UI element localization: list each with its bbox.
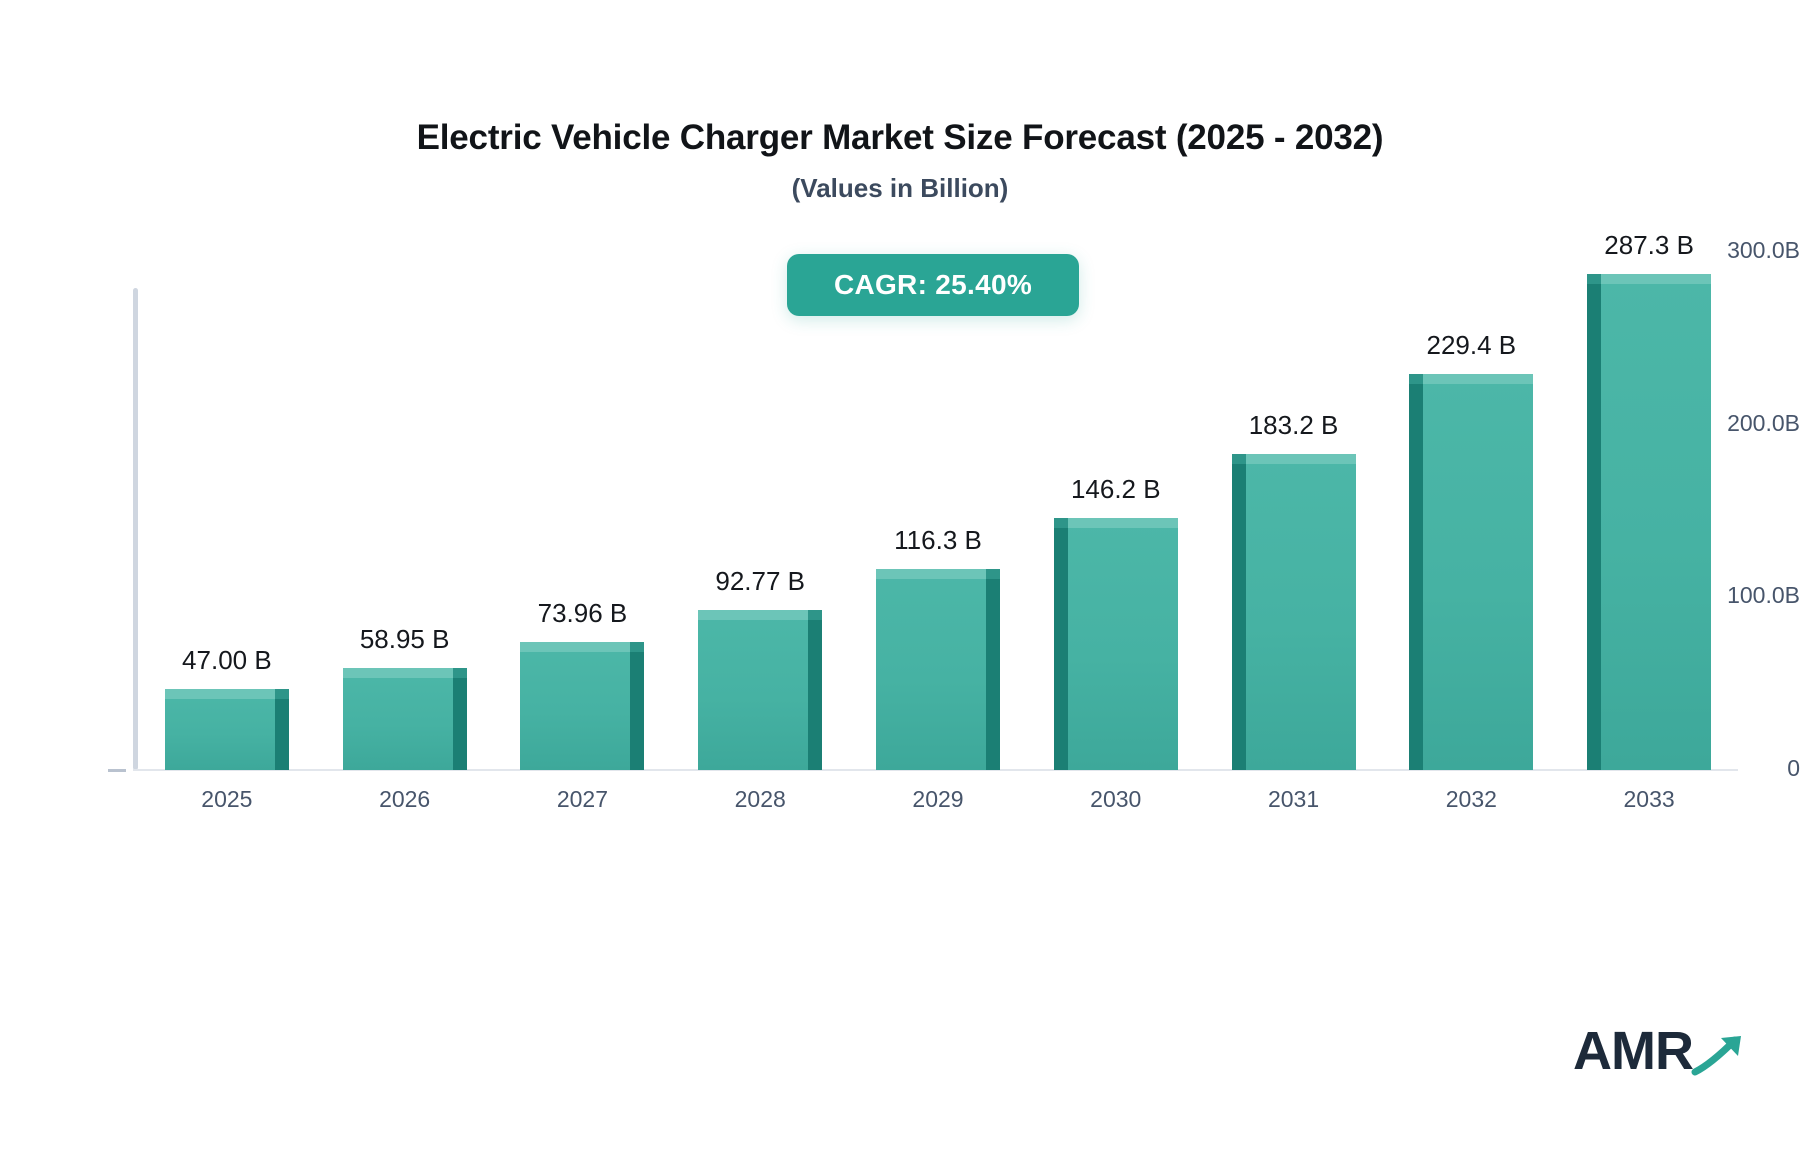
bar-top-bevel [1054,518,1068,528]
bar-top-bevel [1587,274,1601,284]
bar-value-label: 73.96 B [537,598,628,628]
bar-side-face [1587,284,1601,770]
growth-arrow-icon [1691,1036,1741,1076]
y-axis-tick-label: 0 [1787,755,1800,781]
bar-front-face [698,610,808,770]
bar-value-label: 229.4 B [1426,330,1517,360]
x-axis-line [133,769,1738,771]
bar-front-face [1246,454,1356,770]
x-axis-tick-label-2025: 2025 [201,786,253,812]
bar-2028[interactable] [698,610,822,770]
x-axis-tick-label-2031: 2031 [1267,786,1320,812]
x-axis-tick-label-2028: 2028 [734,786,786,812]
amr-logo-text: AMR [1573,1021,1694,1081]
y-axis-line [133,288,138,770]
bar-top-face [1068,518,1178,528]
cagr-badge-label: CAGR: 25.40% [833,269,1033,300]
bar-side-face [1409,384,1423,770]
bar-front-face [876,569,986,770]
bar-value-label: 58.95 B [359,624,450,654]
bar-top-face [1423,374,1533,384]
bar-front-face [520,642,630,770]
bar-top-bevel [1232,454,1246,464]
x-axis-tick-label-2027: 2027 [556,786,609,812]
y-axis-tick-mark [108,769,126,772]
bar-2027[interactable] [520,642,644,770]
bar-top-bevel [808,610,822,620]
bar-front-face [1423,374,1533,770]
bar-top-face [343,668,453,678]
bar-top-face [698,610,808,620]
bar-top-bevel [630,642,644,652]
bar-top-face [1246,454,1356,464]
y-axis-tick-label: 100.0B [1727,582,1800,609]
x-axis-tick-label-2033: 2033 [1623,786,1675,812]
bar-2025[interactable] [165,689,289,770]
x-axis-tick-label-2029: 2029 [912,786,964,812]
bar-2033[interactable] [1587,274,1711,770]
x-axis-tick-label-2032: 2032 [1445,786,1497,812]
bar-side-face [275,699,289,770]
cagr-badge: CAGR: 25.40% [787,254,1079,316]
bar-top-bevel [275,689,289,699]
bar-side-face [630,652,644,770]
bar-value-label: 47.00 B [182,645,272,675]
bar-top-bevel [1409,374,1423,384]
bar-side-face [1054,528,1068,770]
bar-top-bevel [453,668,467,678]
bar-value-label: 287.3 B [1604,230,1694,260]
amr-logo: AMR [1573,1024,1745,1078]
bar-side-face [453,678,467,770]
x-axis-tick-label-2026: 2026 [379,786,431,812]
bar-side-face [1232,464,1246,770]
bar-top-face [165,689,275,699]
chart-subtitle: (Values in Billion) [791,173,1009,203]
bar-front-face [1068,518,1178,770]
bar-value-label: 183.2 B [1248,410,1339,440]
bar-2029[interactable] [876,569,1000,770]
bar-front-face [343,668,453,770]
bar-value-label: 92.77 B [715,566,806,596]
page-title: Electric Vehicle Charger Market Size For… [416,118,1384,157]
x-axis-tick-label-2030: 2030 [1090,786,1142,812]
bar-front-face [165,689,275,770]
bar-2030[interactable] [1054,518,1178,770]
bar-value-label: 146.2 B [1070,474,1161,504]
bar-top-face [1601,274,1711,284]
bar-2031[interactable] [1232,454,1356,770]
bar-top-bevel [986,569,1000,579]
bar-side-face [808,620,822,770]
bar-side-face [986,579,1000,770]
bar-2026[interactable] [343,668,467,770]
bar-front-face [1601,274,1711,770]
y-axis-tick-label: 300.0B [1727,237,1800,263]
y-axis-tick-label: 200.0B [1727,409,1800,436]
bar-top-face [520,642,630,652]
bar-top-face [876,569,986,579]
bar-2032[interactable] [1409,374,1533,770]
bar-value-label: 116.3 B [894,525,982,555]
